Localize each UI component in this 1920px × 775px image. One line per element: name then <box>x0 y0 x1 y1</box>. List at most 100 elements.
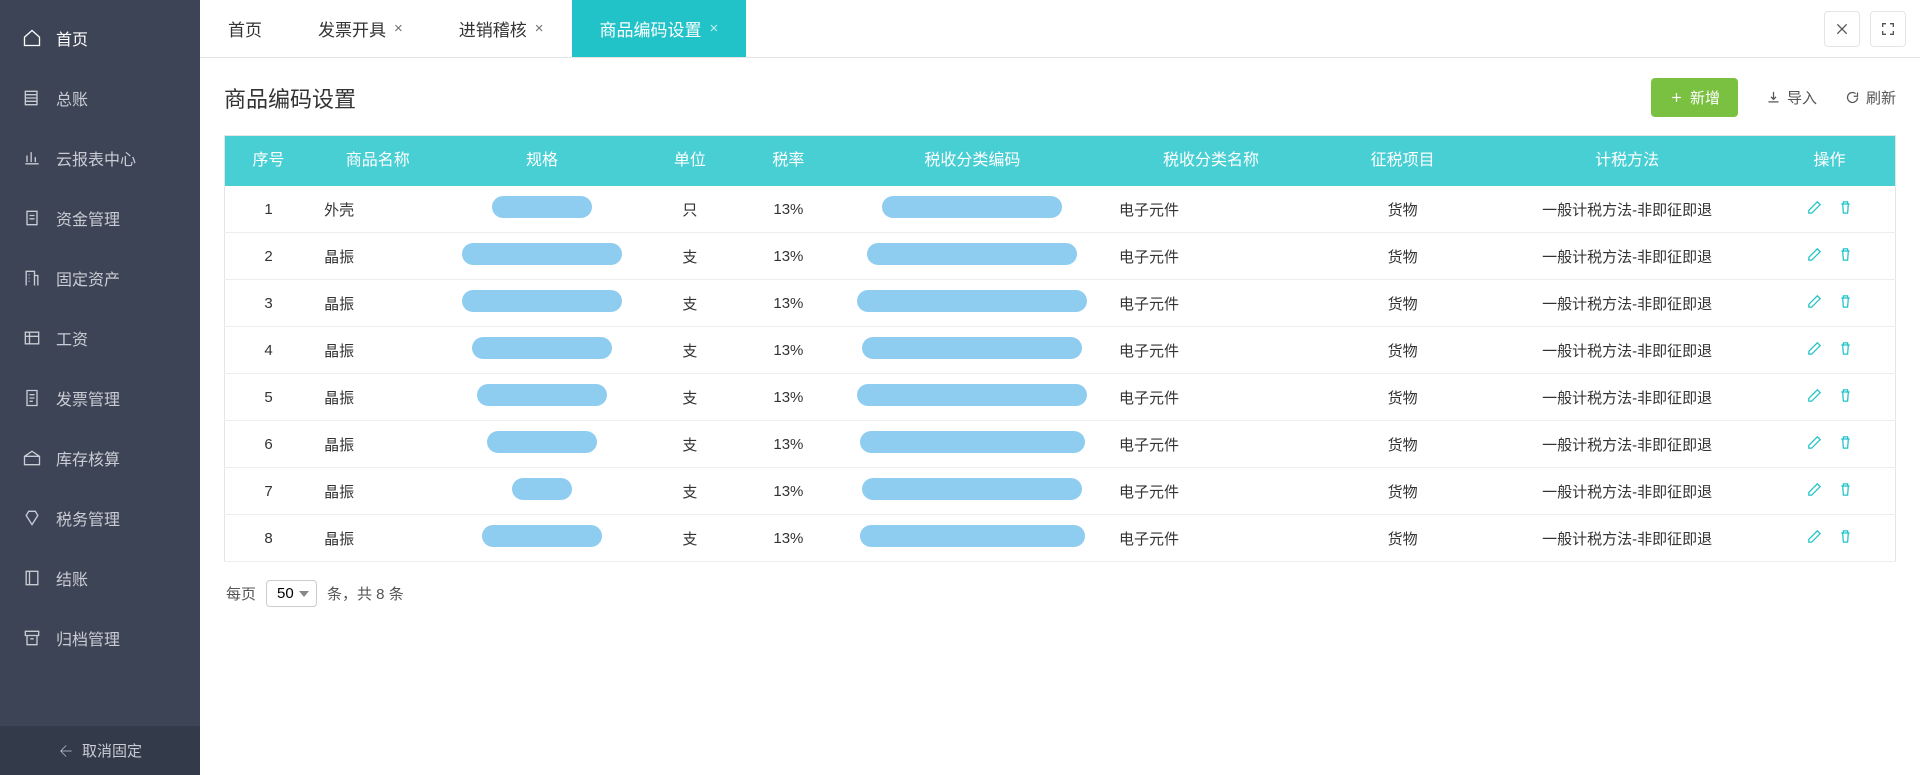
delete-button[interactable] <box>1837 199 1854 220</box>
redacted-spec <box>512 478 572 500</box>
tab-2[interactable]: 进销稽核 × <box>431 0 572 57</box>
table-row: 3晶振支13%电子元件货物一般计税方法-非即征即退 <box>225 280 1896 327</box>
cell-code <box>838 186 1107 233</box>
import-button[interactable]: 导入 <box>1766 87 1817 108</box>
sidebar-item-label: 发票管理 <box>56 386 120 410</box>
delete-button[interactable] <box>1837 481 1854 502</box>
edit-button[interactable] <box>1806 481 1823 502</box>
fullscreen-button[interactable] <box>1870 11 1906 47</box>
edit-button[interactable] <box>1806 199 1823 220</box>
col-header: 序号 <box>225 136 313 187</box>
sidebar-item-0[interactable]: 首页 <box>0 8 200 68</box>
delete-button[interactable] <box>1837 434 1854 455</box>
redacted-spec <box>462 290 622 312</box>
edit-button[interactable] <box>1806 340 1823 361</box>
cell-cat: 电子元件 <box>1107 280 1315 327</box>
cell-unit: 支 <box>641 421 740 468</box>
tab-label: 首页 <box>228 16 262 41</box>
sidebar-item-10[interactable]: 归档管理 <box>0 608 200 668</box>
redacted-code <box>882 196 1062 218</box>
table-row: 8晶振支13%电子元件货物一般计税方法-非即征即退 <box>225 515 1896 562</box>
delete-button[interactable] <box>1837 340 1854 361</box>
cell-idx: 7 <box>225 468 313 515</box>
sidebar-item-2[interactable]: 云报表中心 <box>0 128 200 188</box>
cell-ops <box>1764 280 1895 327</box>
tab-label: 商品编码设置 <box>600 16 702 41</box>
cell-rate: 13% <box>739 374 838 421</box>
delete-button[interactable] <box>1837 387 1854 408</box>
sidebar-item-4[interactable]: 固定资产 <box>0 248 200 308</box>
tab-label: 进销稽核 <box>459 16 527 41</box>
close-book-icon <box>22 568 42 588</box>
cell-method: 一般计税方法-非即征即退 <box>1490 515 1764 562</box>
page-size-select[interactable]: 50 <box>266 580 317 607</box>
edit-button[interactable] <box>1806 387 1823 408</box>
sidebar-item-9[interactable]: 结账 <box>0 548 200 608</box>
sidebar: 首页总账云报表中心资金管理固定资产工资发票管理库存核算税务管理结账归档管理 取消… <box>0 0 200 775</box>
cell-spec <box>443 233 640 280</box>
edit-button[interactable] <box>1806 434 1823 455</box>
tab-close-icon[interactable]: × <box>535 20 544 37</box>
sidebar-unpin[interactable]: 取消固定 <box>0 726 200 775</box>
cell-name: 晶振 <box>312 233 443 280</box>
cell-unit: 支 <box>641 280 740 327</box>
redacted-spec <box>472 337 612 359</box>
sidebar-item-5[interactable]: 工资 <box>0 308 200 368</box>
add-button[interactable]: 新增 <box>1651 78 1738 117</box>
cell-method: 一般计税方法-非即征即退 <box>1490 327 1764 374</box>
cell-taxitem: 货物 <box>1315 515 1490 562</box>
tab-1[interactable]: 发票开具× <box>290 0 431 57</box>
cell-name: 晶振 <box>312 421 443 468</box>
building-icon <box>22 268 42 288</box>
tab-3[interactable]: 商品编码设置 × <box>572 0 747 57</box>
sidebar-item-6[interactable]: 发票管理 <box>0 368 200 428</box>
redacted-spec <box>477 384 607 406</box>
col-header: 税收分类编码 <box>838 136 1107 187</box>
cell-rate: 13% <box>739 421 838 468</box>
fullscreen-icon <box>1880 21 1896 37</box>
page-title: 商品编码设置 <box>224 82 356 114</box>
tab-close-icon[interactable]: × <box>710 20 719 37</box>
redacted-spec <box>487 431 597 453</box>
cell-ops <box>1764 186 1895 233</box>
cell-taxitem: 货物 <box>1315 468 1490 515</box>
refresh-button[interactable]: 刷新 <box>1845 87 1896 108</box>
edit-button[interactable] <box>1806 528 1823 549</box>
pager: 每页 50 条，共 8 条 <box>224 562 1896 625</box>
pager-prefix: 每页 <box>226 583 256 604</box>
cell-ops <box>1764 468 1895 515</box>
edit-button[interactable] <box>1806 293 1823 314</box>
cell-rate: 13% <box>739 327 838 374</box>
cell-unit: 支 <box>641 327 740 374</box>
import-icon <box>1766 90 1781 105</box>
table-row: 1外壳只13%电子元件货物一般计税方法-非即征即退 <box>225 186 1896 233</box>
sidebar-item-3[interactable]: 资金管理 <box>0 188 200 248</box>
tab-close-icon[interactable]: × <box>394 20 403 37</box>
cell-spec <box>443 374 640 421</box>
cell-ops <box>1764 374 1895 421</box>
sidebar-item-7[interactable]: 库存核算 <box>0 428 200 488</box>
cell-method: 一般计税方法-非即征即退 <box>1490 374 1764 421</box>
cell-cat: 电子元件 <box>1107 468 1315 515</box>
edit-button[interactable] <box>1806 246 1823 267</box>
cell-rate: 13% <box>739 468 838 515</box>
chart-icon <box>22 148 42 168</box>
tabs-bar: 首页 发票开具× 进销稽核 × 商品编码设置 × <box>200 0 1920 58</box>
content: 商品编码设置 新增 导入 刷新 <box>200 58 1920 775</box>
tab-0[interactable]: 首页 <box>200 0 290 57</box>
close-all-tabs-button[interactable] <box>1824 11 1860 47</box>
cell-code <box>838 515 1107 562</box>
cell-spec <box>443 280 640 327</box>
sidebar-item-1[interactable]: 总账 <box>0 68 200 128</box>
sidebar-item-8[interactable]: 税务管理 <box>0 488 200 548</box>
cell-rate: 13% <box>739 515 838 562</box>
cell-ops <box>1764 421 1895 468</box>
delete-button[interactable] <box>1837 293 1854 314</box>
delete-button[interactable] <box>1837 246 1854 267</box>
sidebar-unpin-label: 取消固定 <box>82 740 142 761</box>
delete-button[interactable] <box>1837 528 1854 549</box>
redacted-spec <box>462 243 622 265</box>
sidebar-item-label: 资金管理 <box>56 206 120 230</box>
money-icon <box>22 208 42 228</box>
col-header: 税率 <box>739 136 838 187</box>
